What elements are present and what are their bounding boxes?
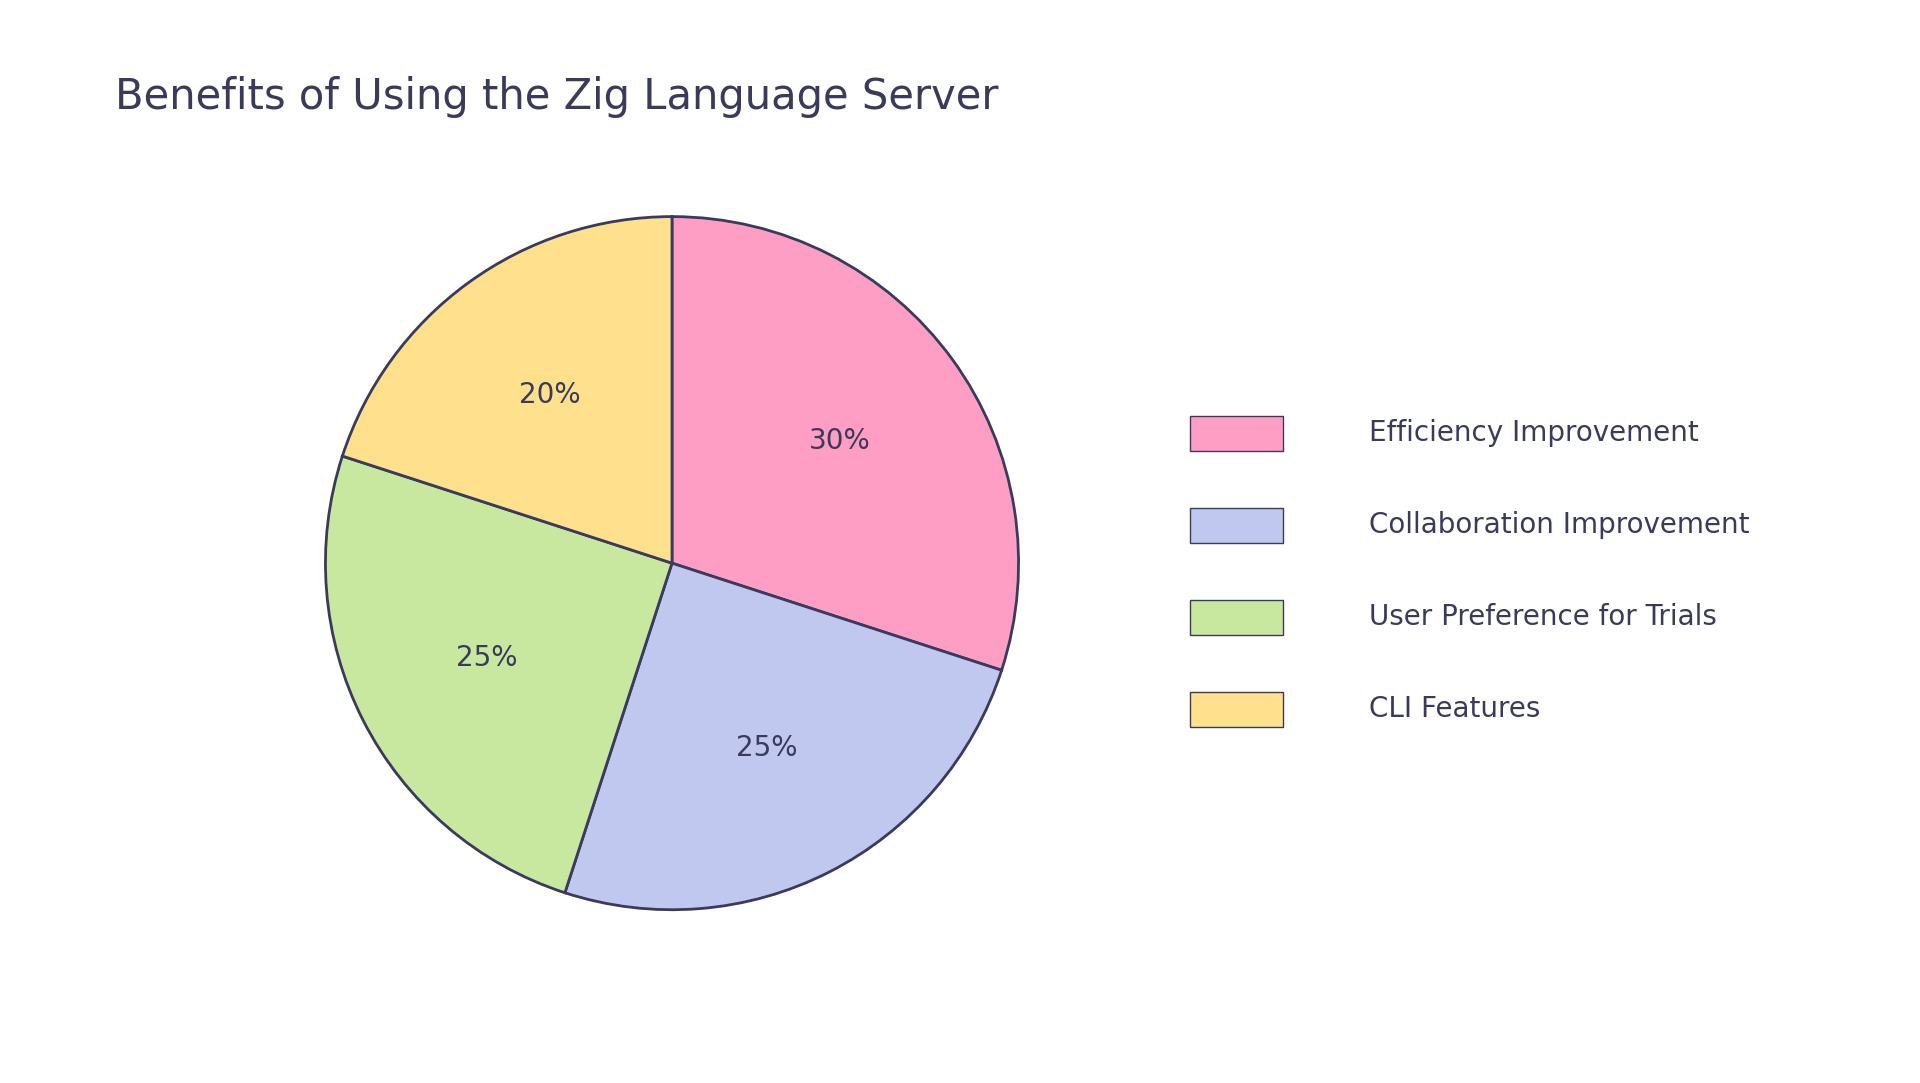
Bar xyxy=(1190,416,1283,451)
Bar xyxy=(1190,508,1283,543)
Text: User Preference for Trials: User Preference for Trials xyxy=(1369,603,1716,631)
Text: Collaboration Improvement: Collaboration Improvement xyxy=(1369,511,1749,539)
Text: 25%: 25% xyxy=(455,643,518,671)
Wedge shape xyxy=(342,217,672,563)
Bar xyxy=(1190,692,1283,727)
Wedge shape xyxy=(672,217,1018,670)
Wedge shape xyxy=(326,456,672,892)
Text: 30%: 30% xyxy=(810,427,872,455)
Text: Benefits of Using the Zig Language Server: Benefits of Using the Zig Language Serve… xyxy=(115,76,998,118)
Wedge shape xyxy=(564,563,1002,910)
Text: CLI Features: CLI Features xyxy=(1369,695,1540,723)
Text: 25%: 25% xyxy=(735,734,797,762)
Text: Efficiency Improvement: Efficiency Improvement xyxy=(1369,419,1699,447)
Bar xyxy=(1190,600,1283,635)
Text: 20%: 20% xyxy=(518,381,580,409)
